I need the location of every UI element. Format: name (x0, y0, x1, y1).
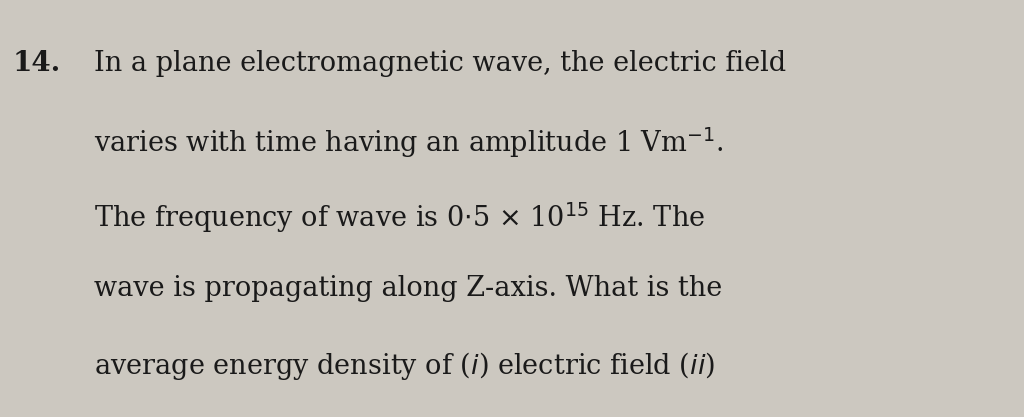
Text: varies with time having an amplitude 1 Vm$^{-1}$.: varies with time having an amplitude 1 V… (94, 125, 724, 160)
Text: average energy density of ($i$) electric field ($ii$): average energy density of ($i$) electric… (94, 350, 716, 382)
Text: In a plane electromagnetic wave, the electric field: In a plane electromagnetic wave, the ele… (94, 50, 786, 77)
Text: wave is propagating along Z-axis. What is the: wave is propagating along Z-axis. What i… (94, 275, 723, 302)
Text: The frequency of wave is 0$\cdot$5 $\times$ 10$^{15}$ Hz. The: The frequency of wave is 0$\cdot$5 $\tim… (94, 200, 706, 235)
Text: 14.: 14. (12, 50, 60, 77)
